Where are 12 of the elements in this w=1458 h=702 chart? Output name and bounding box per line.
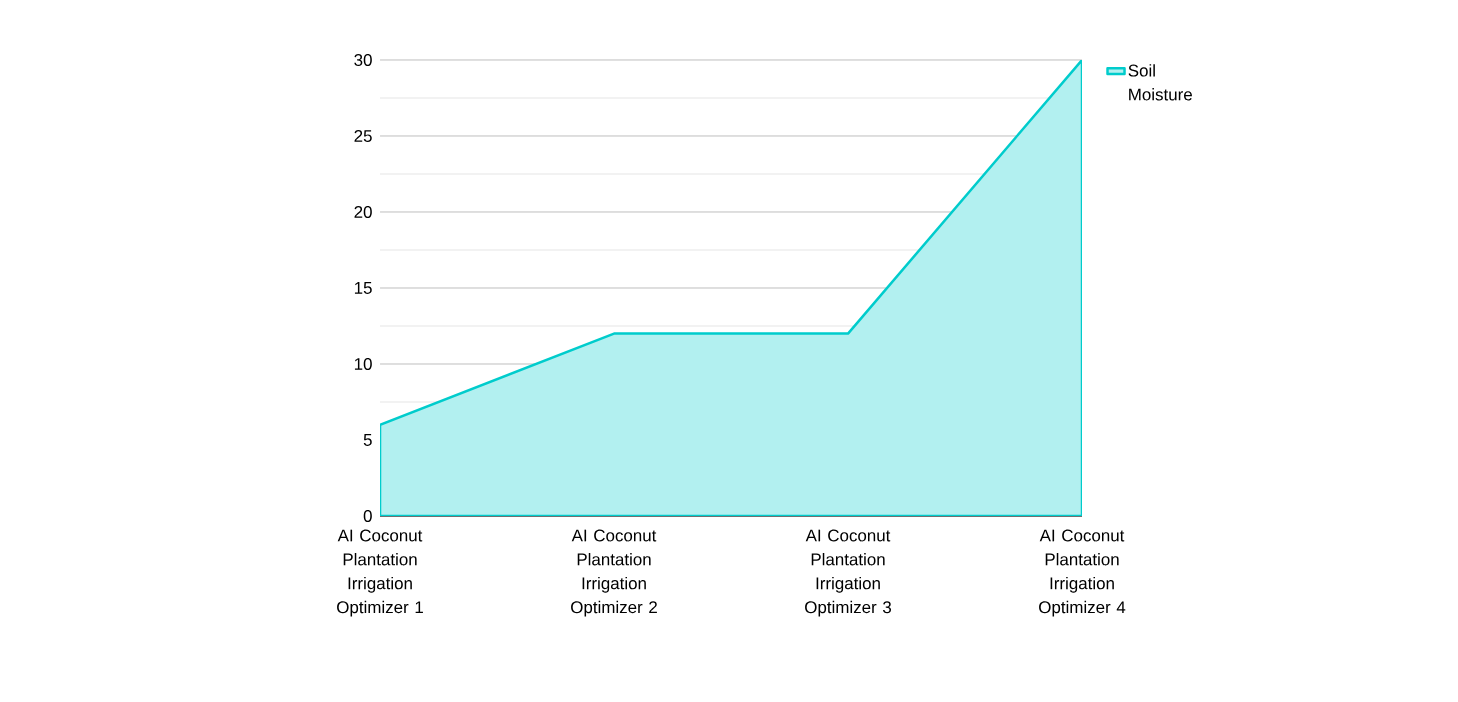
y-tick-label: 25 — [354, 129, 372, 142]
y-tick-label: 20 — [354, 205, 372, 218]
y-tick-label: 15 — [354, 282, 372, 294]
x-tick-label: AI Coconut Plantation Irrigation Optimizer 1 — [337, 529, 423, 617]
x-tick-label: AI Coconut Plantation Irrigation Optimizer 3 — [805, 529, 892, 617]
legend-label: Soil Moisture — [1128, 64, 1192, 101]
x-tick-label: AI Coconut Plantation Irrigation Optimizer 2 — [571, 529, 657, 617]
y-tick-label: 10 — [354, 357, 372, 370]
y-tick-label: 5 — [363, 434, 372, 446]
x-tick-label: AI Coconut Plantation Irrigation Optimizer 4 — [1039, 529, 1126, 617]
y-tick-label: 30 — [354, 53, 372, 66]
y-tick-label: 0 — [363, 509, 372, 522]
